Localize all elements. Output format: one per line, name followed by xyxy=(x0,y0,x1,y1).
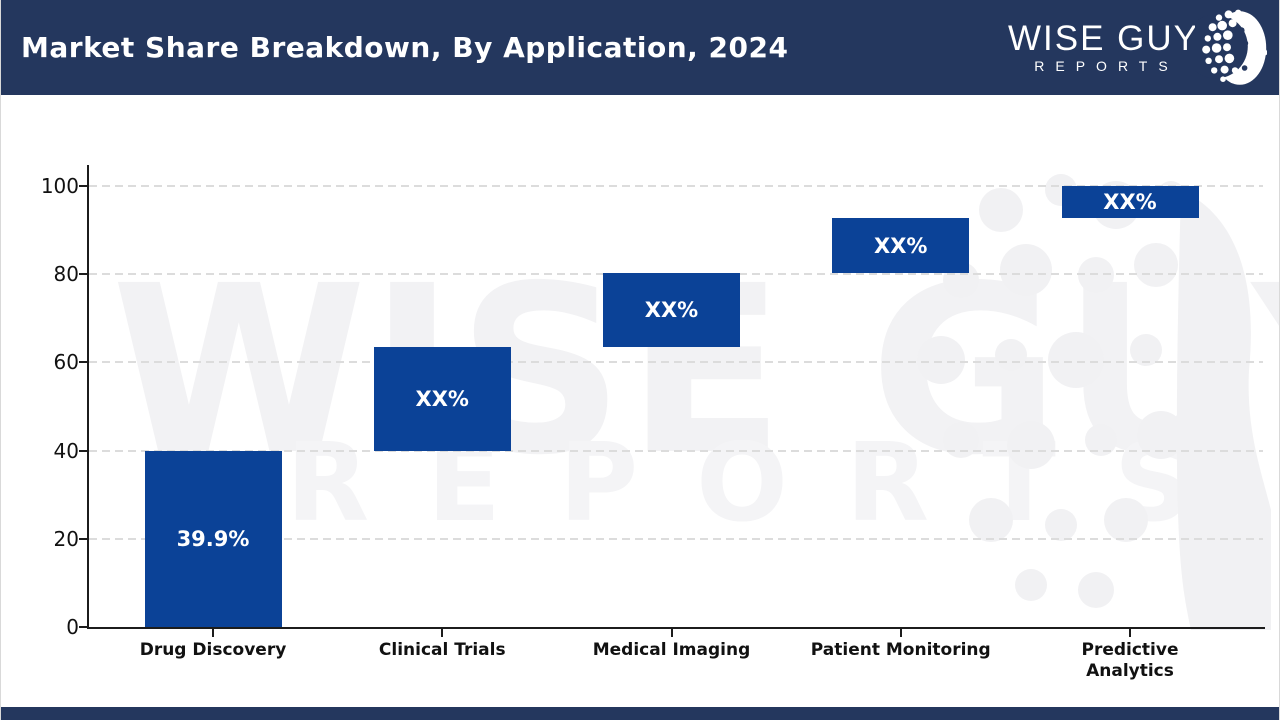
wise-guy-head-icon xyxy=(1195,9,1267,85)
x-tick-mark xyxy=(212,629,214,637)
bar-value-label: XX% xyxy=(874,233,928,258)
watermark-head-icon xyxy=(917,174,1271,630)
y-tick-label: 100 xyxy=(40,174,79,198)
bar-value-label: XX% xyxy=(644,297,699,322)
y-tick-mark xyxy=(79,449,88,452)
x-tick-mark xyxy=(899,629,902,637)
y-tick-mark xyxy=(79,273,88,276)
x-tick-mark xyxy=(441,629,444,637)
logo-text: WISE GUY REPORTS xyxy=(1007,18,1199,75)
gridline xyxy=(89,449,1263,452)
page-title: Market Share Breakdown, By Application, … xyxy=(21,31,789,64)
logo-subtitle: REPORTS xyxy=(1034,57,1179,74)
x-tick-label: Drug Discovery xyxy=(139,640,287,660)
x-tick-label: Medical Imaging xyxy=(592,640,751,660)
logo-wordmark: WISE GUY xyxy=(1007,18,1199,58)
x-tick-mark xyxy=(670,629,673,637)
waterfall-bar: XX% xyxy=(832,217,970,274)
y-tick-mark xyxy=(79,537,88,540)
y-tick-label: 40 xyxy=(53,438,79,463)
y-tick-label: 20 xyxy=(53,526,79,551)
y-tick-mark xyxy=(79,626,88,628)
bar-value-label: XX% xyxy=(1103,189,1157,214)
waterfall-bar: XX% xyxy=(603,273,740,347)
gridline xyxy=(89,361,1263,364)
x-axis-line xyxy=(87,627,1265,629)
x-tick-label: Predictive Analytics xyxy=(1081,640,1179,681)
wise-guy-logo: WISE GUY REPORTS xyxy=(1008,0,1267,95)
footer-band xyxy=(1,707,1279,720)
x-tick-label: Patient Monitoring xyxy=(810,640,991,660)
y-tick-label: 60 xyxy=(53,350,79,375)
y-tick-label: 80 xyxy=(53,262,79,287)
gridline xyxy=(89,185,1263,187)
gridline xyxy=(89,537,1263,540)
x-tick-label: Clinical Trials xyxy=(378,640,506,660)
y-tick-label: 0 xyxy=(66,615,79,639)
bar-value-label: 39.9% xyxy=(176,527,250,551)
x-tick-mark xyxy=(1129,629,1131,637)
bar-value-label: XX% xyxy=(415,386,469,411)
y-tick-mark xyxy=(79,361,88,364)
y-tick-mark xyxy=(79,185,88,187)
header-band: Market Share Breakdown, By Application, … xyxy=(1,0,1279,95)
y-axis-line xyxy=(87,165,89,629)
waterfall-bar: 39.9% xyxy=(144,451,282,627)
waterfall-bar: XX% xyxy=(1061,186,1199,218)
waterfall-bar: XX% xyxy=(373,346,511,452)
